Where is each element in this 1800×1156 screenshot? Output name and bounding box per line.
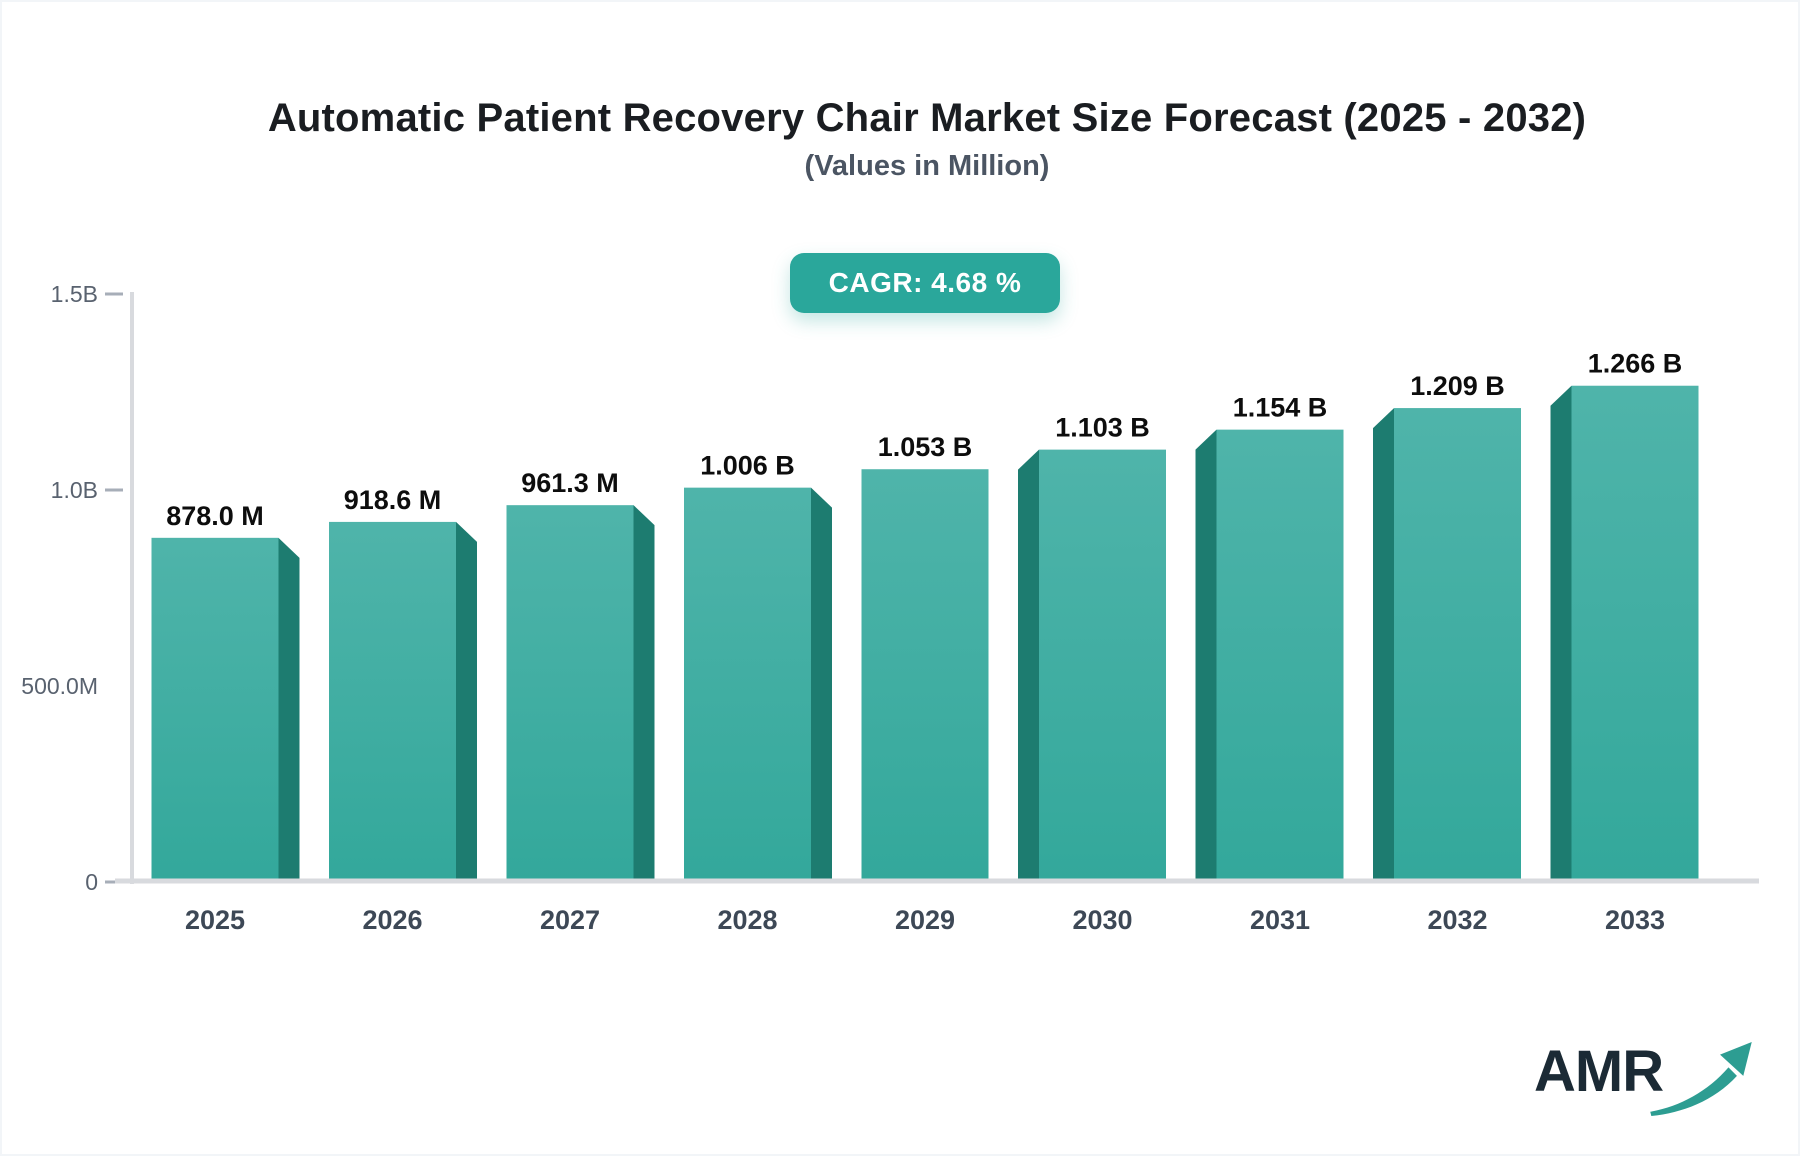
chart-title: Automatic Patient Recovery Chair Market …	[267, 96, 1587, 140]
bar-side-face	[1195, 429, 1217, 880]
x-axis-label: 2027	[540, 905, 600, 935]
cagr-badge-label: CAGR: 4.68 %	[828, 267, 1022, 298]
bar-front-face	[1394, 408, 1521, 880]
cagr-badge: CAGR: 4.68 %	[790, 253, 1060, 313]
bar-2029: 1.053 B	[861, 432, 989, 880]
y-axis-tick-label: 0	[85, 869, 98, 895]
bar-value-label: 1.154 B	[1233, 393, 1328, 423]
bar-front-face	[151, 537, 279, 880]
y-axis-tick: 1.0B	[51, 477, 123, 503]
bar-side-face	[1373, 408, 1394, 880]
bar-front-face	[329, 521, 456, 880]
bar-front-face	[684, 487, 811, 880]
chart-subtitle: (Values in Million)	[804, 150, 1050, 182]
bar-2030: 1.103 B	[1018, 413, 1166, 880]
x-axis-label: 2033	[1605, 905, 1665, 935]
x-axis-label: 2030	[1072, 905, 1132, 935]
bar-2033: 1.266 B	[1550, 349, 1699, 880]
amr-logo: AMR	[1534, 1038, 1752, 1124]
amr-logo-text: AMR	[1534, 1039, 1664, 1104]
x-axis-label: 2028	[717, 905, 777, 935]
bar-2027: 961.3 M	[506, 468, 655, 880]
x-axis-label: 2026	[362, 905, 422, 935]
x-axis-label: 2032	[1427, 905, 1487, 935]
bar-2025: 878.0 M	[151, 501, 300, 880]
bar-value-label: 1.266 B	[1588, 349, 1683, 379]
y-axis-tick-label: 1.5B	[51, 281, 98, 307]
bar-value-label: 918.6 M	[344, 485, 442, 515]
bar-side-face	[811, 487, 832, 880]
growth-arrow-icon	[1650, 1042, 1752, 1116]
y-axis-tick-label: 500.0M	[21, 673, 98, 699]
x-axis-label: 2029	[895, 905, 955, 935]
bar-side-face	[633, 505, 655, 880]
bar-side-face	[1550, 385, 1572, 880]
bar-2031: 1.154 B	[1195, 393, 1344, 880]
bar-value-label: 1.006 B	[700, 451, 795, 481]
x-axis-label: 2025	[185, 905, 245, 935]
y-axis-tick: 500.0M	[21, 673, 98, 699]
y-axis-tick-label: 1.0B	[51, 477, 98, 503]
x-axis-label: 2031	[1250, 905, 1310, 935]
bar-2032: 1.209 B	[1373, 371, 1521, 880]
y-axis-tick: 1.5B	[51, 281, 123, 307]
bar-value-label: 1.053 B	[878, 432, 973, 462]
bar-side-face	[1018, 449, 1039, 880]
bar-front-face	[1571, 385, 1699, 880]
bar-front-face	[861, 469, 989, 880]
bar-value-label: 961.3 M	[521, 468, 619, 498]
bar-front-face	[1039, 449, 1166, 880]
bar-value-label: 878.0 M	[166, 501, 264, 531]
bar-2028: 1.006 B	[684, 451, 832, 880]
bar-2026: 918.6 M	[329, 485, 477, 880]
bar-side-face	[278, 537, 300, 880]
bar-value-label: 1.209 B	[1410, 371, 1505, 401]
bar-front-face	[1216, 429, 1344, 880]
bar-front-face	[506, 505, 634, 880]
bar-value-label: 1.103 B	[1055, 413, 1150, 443]
bar-side-face	[456, 521, 477, 880]
